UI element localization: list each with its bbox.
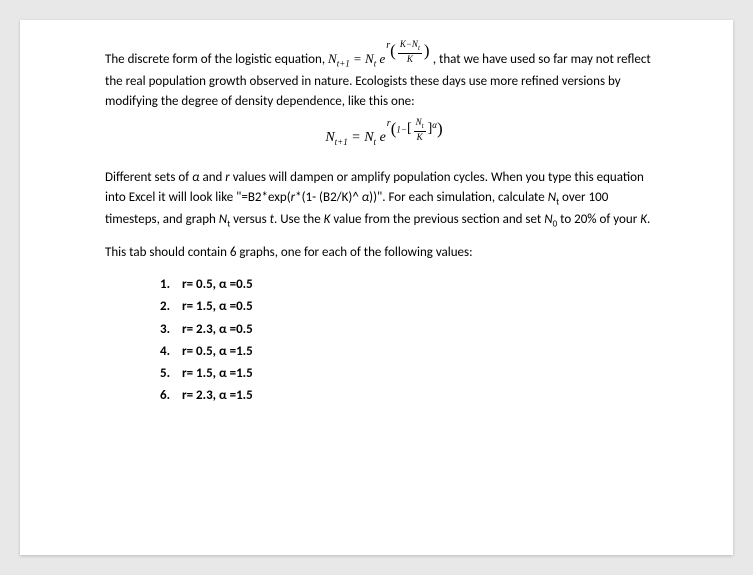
list-num-5: 5. <box>160 364 182 384</box>
eq1-n1: N <box>328 51 337 66</box>
paragraph-2: Different sets of α and r values will da… <box>105 168 663 231</box>
eq2-frac-den: K <box>414 132 426 142</box>
p2-t4: *(1- (B2/K)^ <box>295 190 362 205</box>
list-item: 4.r= 0.5, α =1.5 <box>160 342 663 362</box>
p2-n2: N <box>219 212 227 227</box>
list-text-4: r= 0.5, α =1.5 <box>182 342 253 362</box>
eq2-n2: N <box>364 130 373 145</box>
list-item: 1.r= 0.5, α =0.5 <box>160 275 663 295</box>
paragraph-3: This tab should contain 6 graphs, one fo… <box>105 243 663 263</box>
p2-t1: Different sets of <box>105 170 192 185</box>
eq1-frac-num: K−Nt <box>398 40 422 54</box>
list-item: 2.r= 1.5, α =0.5 <box>160 297 663 317</box>
eq1-sub1: t+1 <box>337 58 350 68</box>
eq2-rbracket: ] <box>428 121 433 136</box>
p2-n3: N <box>544 212 552 227</box>
eq1-num-text: K−N <box>400 39 418 49</box>
paragraph-1: The discrete form of the logistic equati… <box>105 48 663 112</box>
eq2-one-minus: 1− <box>396 124 407 134</box>
p2-t9: value from the previous section and set <box>330 212 544 227</box>
list-num-1: 1. <box>160 275 182 295</box>
list-num-6: 6. <box>160 386 182 406</box>
eq1-lparen: ( <box>390 41 396 60</box>
para1-text-1: The discrete form of the logistic equati… <box>105 52 328 67</box>
list-text-3: r= 2.3, α =0.5 <box>182 320 253 340</box>
p2-t2: and <box>200 170 226 185</box>
eq1-fraction: K−NtK <box>398 40 422 64</box>
eq2-lparen: ( <box>391 119 397 138</box>
eq2-frac-num: Nt <box>414 118 426 132</box>
p2-alpha: α <box>192 170 199 185</box>
eq2-num-sub: t <box>422 122 424 130</box>
eq1-num-sub: t <box>418 44 420 52</box>
list-text-1: r= 0.5, α =0.5 <box>182 275 253 295</box>
eq1-e: e <box>376 51 385 66</box>
equation-2-block: Nt+1 = Nt er(1−[NtK]α) <box>105 126 663 150</box>
list-num-3: 3. <box>160 320 182 340</box>
list-text-6: r= 2.3, α =1.5 <box>182 386 253 406</box>
p2-n: N <box>548 190 556 205</box>
eq2-eq: = <box>348 130 364 145</box>
p2-t10: to 20% of your <box>557 212 640 227</box>
eq2-lbracket: [ <box>407 121 412 136</box>
parameter-list: 1.r= 0.5, α =0.5 2.r= 1.5, α =0.5 3.r= 2… <box>160 275 663 406</box>
p2-t8: . Use the <box>274 212 324 227</box>
p2-t11: . <box>647 212 650 227</box>
eq1-frac-den: K <box>398 54 422 64</box>
list-text-2: r= 1.5, α =0.5 <box>182 297 253 317</box>
document-page: The discrete form of the logistic equati… <box>20 20 733 555</box>
eq1-rparen: ) <box>424 41 430 60</box>
equation-1-inline: Nt+1 = Nt er(K−NtK) <box>328 51 433 66</box>
eq2-rparen: ) <box>437 119 443 138</box>
eq1-eq: = <box>350 51 365 66</box>
list-item: 6.r= 2.3, α =1.5 <box>160 386 663 406</box>
list-item: 3.r= 2.3, α =0.5 <box>160 320 663 340</box>
p2-k2: K <box>640 212 647 227</box>
eq2-n1: N <box>325 130 334 145</box>
p2-t7: versus <box>230 212 269 227</box>
eq2-exponent: r(1−[NtK]α) <box>387 118 443 142</box>
list-num-4: 4. <box>160 342 182 362</box>
eq2-sub1: t+1 <box>335 137 348 147</box>
eq2-fraction: NtK <box>414 118 426 142</box>
eq1-n2: N <box>365 51 374 66</box>
list-item: 5.r= 1.5, α =1.5 <box>160 364 663 384</box>
list-num-2: 2. <box>160 297 182 317</box>
p2-t5: ))". For each simulation, calculate <box>369 190 548 205</box>
eq2-e: e <box>376 130 386 145</box>
list-text-5: r= 1.5, α =1.5 <box>182 364 253 384</box>
eq1-exponent: r(K−NtK) <box>386 40 429 64</box>
